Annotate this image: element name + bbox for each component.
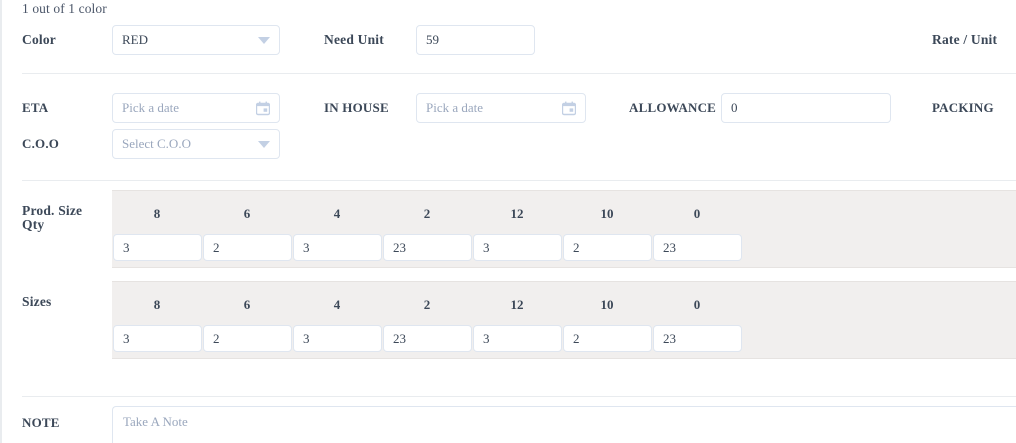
coo-placeholder: Select C.O.O (122, 136, 191, 151)
chevron-down-icon (258, 36, 270, 44)
eta-date-picker[interactable]: Pick a date (112, 93, 280, 123)
prod-size-qty-cell: 3 (473, 234, 563, 261)
prod-size-qty-input[interactable]: 2 (563, 234, 652, 261)
rate-unit-label: Rate / Unit (932, 32, 998, 47)
sizes-qty-cell: 3 (473, 325, 563, 352)
sizes-qty-cell: 23 (383, 325, 473, 352)
note-textarea[interactable]: Take A Note (112, 406, 1016, 443)
sizes-header-row: 8 6 4 2 12 10 0 (112, 297, 742, 313)
sizes-qty-value: 2 (573, 330, 580, 346)
prod-size-qty-cell: 2 (563, 234, 653, 261)
sizes-size-header: 0 (693, 297, 701, 312)
sizes-qty-value: 23 (393, 330, 406, 346)
sizes-qty-input[interactable]: 2 (563, 325, 652, 352)
sizes-qty-cell: 23 (653, 325, 743, 352)
sizes-qty-input[interactable]: 23 (383, 325, 472, 352)
sizes-qty-cell: 2 (563, 325, 653, 352)
eta-label: ETA (22, 100, 49, 115)
calendar-icon (561, 101, 577, 116)
chevron-down-icon (258, 140, 270, 148)
sizes-qty-cell: 3 (113, 325, 203, 352)
prod-size-size-header: 0 (693, 206, 701, 221)
sizes-size-header: 4 (333, 297, 341, 312)
sizes-size-header: 8 (153, 297, 161, 312)
allowance-value: 0 (731, 100, 738, 115)
sizes-qty-value: 3 (303, 330, 310, 346)
prod-size-qty-input[interactable]: 2 (203, 234, 292, 261)
prod-size-qty-cell: 3 (113, 234, 203, 261)
eta-placeholder: Pick a date (122, 100, 180, 115)
prod-size-qty-value: 3 (303, 239, 310, 255)
allowance-input[interactable]: 0 (721, 93, 891, 123)
prod-size-size-header: 2 (423, 206, 431, 221)
prod-size-qty-value: 2 (213, 239, 220, 255)
sizes-qty-cell: 2 (203, 325, 293, 352)
in-house-label: IN HOUSE (324, 100, 389, 115)
prod-size-qty-cell: 3 (293, 234, 383, 261)
divider-after-coo-row (22, 180, 1016, 181)
coo-label: C.O.O (22, 136, 60, 151)
prod-size-qty-input[interactable]: 23 (383, 234, 472, 261)
divider-before-note (22, 396, 1016, 397)
sizes-input-row: 3 2 3 23 3 2 23 (113, 325, 743, 352)
sizes-qty-input[interactable]: 2 (203, 325, 292, 352)
sizes-label: Sizes (22, 294, 52, 309)
prod-size-qty-cell: 2 (203, 234, 293, 261)
color-select[interactable]: RED (112, 25, 280, 55)
need-unit-label: Need Unit (324, 32, 384, 47)
prod-size-qty-value: 23 (663, 239, 676, 255)
color-counter-label: 1 out of 1 color (22, 1, 107, 16)
prod-size-size-header: 4 (333, 206, 341, 221)
prod-size-qty-value: 2 (573, 239, 580, 255)
prod-size-qty-input[interactable]: 3 (113, 234, 202, 261)
allowance-label: ALLOWANCE (629, 100, 717, 115)
note-label: NOTE (22, 415, 60, 430)
sizes-qty-cell: 3 (293, 325, 383, 352)
prod-size-qty-value: 3 (483, 239, 490, 255)
prod-size-qty-label: Prod. Size Qty (22, 204, 82, 232)
in-house-date-picker[interactable]: Pick a date (416, 93, 586, 123)
sizes-qty-input[interactable]: 23 (653, 325, 742, 352)
sizes-size-header: 10 (600, 297, 614, 312)
divider-after-color-row (22, 73, 1016, 74)
prod-size-qty-input[interactable]: 3 (473, 234, 562, 261)
color-label: Color (22, 32, 56, 47)
prod-size-qty-value: 3 (123, 239, 130, 255)
prod-size-size-header: 10 (600, 206, 614, 221)
sizes-qty-value: 23 (663, 330, 676, 346)
sizes-qty-value: 2 (213, 330, 220, 346)
need-unit-input[interactable]: 59 (416, 25, 535, 55)
prod-size-qty-cell: 23 (383, 234, 473, 261)
prod-size-qty-label-line1: Prod. Size (22, 203, 83, 218)
sizes-size-header: 12 (510, 297, 524, 312)
sizes-qty-value: 3 (483, 330, 490, 346)
prod-size-qty-input[interactable]: 3 (293, 234, 382, 261)
prod-size-qty-input[interactable]: 23 (653, 234, 742, 261)
note-placeholder: Take A Note (123, 414, 188, 429)
sizes-size-header: 6 (243, 297, 251, 312)
prod-size-qty-label-line2: Qty (22, 217, 45, 232)
prod-size-qty-cell: 23 (653, 234, 743, 261)
sizes-qty-input[interactable]: 3 (293, 325, 382, 352)
sizes-size-header: 2 (423, 297, 431, 312)
sizes-qty-input[interactable]: 3 (113, 325, 202, 352)
packing-label: PACKING (932, 100, 994, 115)
coo-select[interactable]: Select C.O.O (112, 129, 280, 159)
in-house-placeholder: Pick a date (426, 100, 484, 115)
color-select-value: RED (122, 32, 148, 47)
calendar-icon (255, 101, 271, 116)
prod-size-qty-value: 23 (393, 239, 406, 255)
prod-size-size-header: 6 (243, 206, 251, 221)
prod-size-size-header: 12 (510, 206, 524, 221)
prod-size-qty-input-row: 3 2 3 23 3 2 23 (113, 234, 743, 261)
need-unit-value: 59 (426, 32, 439, 47)
sizes-qty-value: 3 (123, 330, 130, 346)
sizes-qty-input[interactable]: 3 (473, 325, 562, 352)
prod-size-qty-header-row: 8 6 4 2 12 10 0 (112, 206, 742, 222)
prod-size-size-header: 8 (153, 206, 161, 221)
